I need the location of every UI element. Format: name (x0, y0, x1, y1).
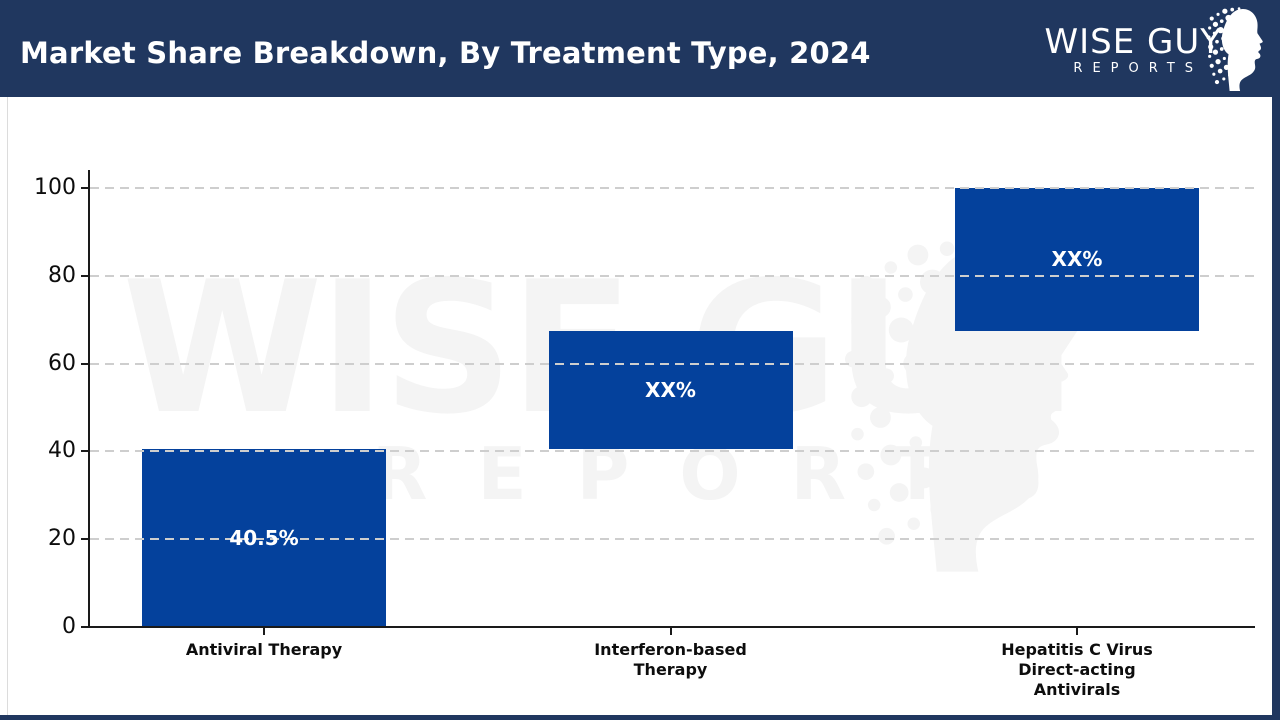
logo-wiseguy-label: WISE GUY (1044, 22, 1222, 62)
bar-value-label-2: XX% (645, 377, 696, 402)
bottom-border-strip (0, 715, 1280, 720)
x-category-label-line: Antiviral Therapy (185, 640, 343, 659)
y-tick-label-100: 100 (34, 175, 76, 200)
y-tick-label-40: 40 (48, 438, 76, 464)
x-category-label-line: Direct-acting (1018, 660, 1136, 679)
gridline-60 (90, 362, 1254, 365)
header-bar: Market Share Breakdown, By Treatment Typ… (0, 0, 1280, 97)
y-tick-label-60: 60 (48, 350, 76, 376)
bar-value-label-1: 40.5% (229, 526, 299, 551)
gridline-40 (90, 450, 1254, 453)
y-tick-0 (81, 626, 89, 628)
y-tick-label-0: 0 (62, 614, 76, 639)
y-tick-label-20: 20 (48, 526, 76, 552)
x-tick-3 (1076, 628, 1078, 635)
right-border-strip (1272, 0, 1280, 720)
y-axis-line (88, 170, 90, 628)
gridline-80 (90, 274, 1254, 277)
y-tick-100 (81, 187, 89, 189)
y-tick-20 (81, 538, 89, 541)
x-category-label-line: Hepatitis C Virus (1001, 640, 1153, 659)
wiseguy-logo: WISE GUY REPORTS (1044, 6, 1270, 92)
bar-3 (955, 188, 1199, 331)
x-category-label-line: Therapy (633, 660, 708, 679)
x-axis-line (88, 626, 1255, 628)
x-tick-2 (669, 628, 672, 635)
bar-2 (548, 330, 793, 450)
x-category-label-2: Interferon-based Therapy (594, 640, 747, 680)
y-tick-40 (81, 450, 89, 453)
bar-1 (142, 449, 386, 627)
wiseguy-logo-text: WISE GUY REPORTS (1044, 24, 1222, 78)
logo-reports-label: REPORTS (1073, 61, 1204, 76)
x-category-label-1: Antiviral Therapy (186, 640, 342, 660)
gridline-20 (90, 538, 1254, 541)
x-category-label-line: Interferon-based (594, 640, 747, 659)
bar-value-label-3: XX% (1051, 247, 1103, 272)
wiseguy-face-dots-icon (1206, 7, 1263, 91)
y-tick-80 (81, 274, 89, 277)
x-tick-1 (263, 628, 265, 635)
gridline-100 (90, 187, 1254, 189)
y-tick-60 (81, 362, 89, 365)
x-category-label-3: Hepatitis C Virus Direct-acting Antivirals (1001, 640, 1153, 700)
page-title: Market Share Breakdown, By Treatment Typ… (20, 36, 871, 70)
left-hairline (7, 97, 8, 715)
y-tick-label-80: 80 (48, 262, 76, 288)
x-category-label-line: Antivirals (1033, 680, 1121, 699)
